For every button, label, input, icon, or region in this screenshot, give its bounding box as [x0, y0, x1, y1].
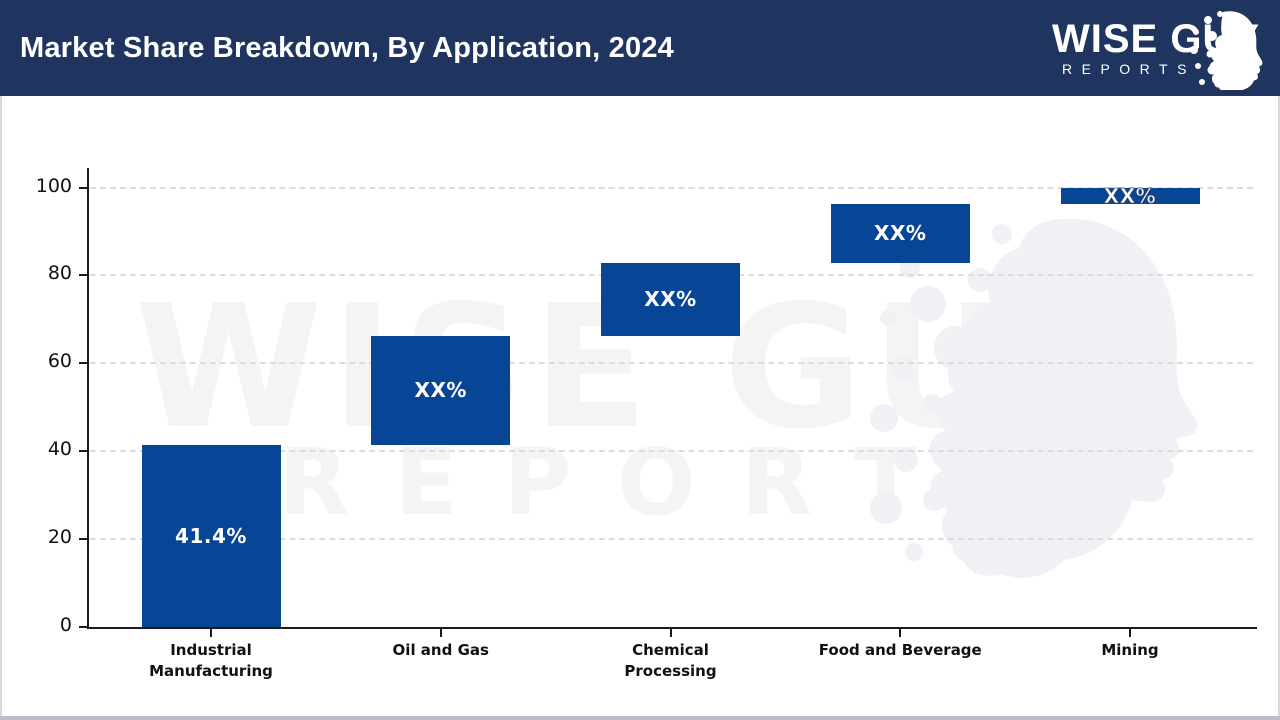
- y-tick-label: 40: [47, 438, 72, 461]
- x-axis-label-line: Oil and Gas: [392, 641, 489, 659]
- x-axis-label-line: Chemical: [632, 641, 709, 659]
- header-bar: Market Share Breakdown, By Application, …: [0, 0, 1280, 96]
- y-tick-mark: [79, 274, 87, 277]
- bar-value-label: 41.4%: [175, 524, 247, 549]
- x-axis-label-line: Manufacturing: [149, 662, 273, 680]
- bar-oil-and-gas: XX%: [371, 335, 511, 446]
- logo-face-icon: [1190, 11, 1263, 90]
- bar-value-label: XX%: [414, 378, 467, 403]
- y-tick-label: 20: [47, 526, 72, 549]
- x-axis-label: Mining: [1015, 640, 1245, 661]
- bar-mining: XX%: [1060, 183, 1200, 208]
- page-border-bottom: [0, 716, 1280, 720]
- gridline: [90, 450, 1253, 453]
- y-tick-mark: [79, 538, 87, 541]
- x-axis-label-line: Food and Beverage: [818, 641, 982, 659]
- y-tick-mark: [79, 186, 87, 189]
- x-tick-mark: [439, 629, 442, 637]
- gridline: [90, 362, 1253, 365]
- page-border-right: [1278, 96, 1280, 720]
- bar-value-label: XX%: [644, 287, 697, 312]
- page-title: Market Share Breakdown, By Application, …: [20, 31, 674, 64]
- x-tick-mark: [1129, 629, 1131, 637]
- x-tick-mark: [210, 629, 212, 637]
- x-axis-label: Food and Beverage: [785, 640, 1015, 661]
- y-tick-label: 60: [47, 350, 72, 373]
- x-tick-mark: [669, 629, 672, 637]
- y-tick-label: 100: [35, 174, 72, 197]
- y-tick-mark: [79, 626, 87, 628]
- x-axis-label-line: Mining: [1101, 641, 1159, 659]
- gridline: [90, 186, 1253, 189]
- gridline: [90, 538, 1253, 541]
- bar-value-label: XX%: [874, 221, 927, 246]
- y-tick-mark: [79, 362, 87, 365]
- x-axis-label: Chemical Processing: [556, 640, 786, 682]
- watermark-face-icon: [870, 218, 1198, 579]
- x-axis-label-line: Industrial: [170, 641, 252, 659]
- x-axis-label-line: Processing: [624, 662, 717, 680]
- y-axis-line: [87, 168, 89, 629]
- y-tick-label: 0: [59, 614, 72, 636]
- x-axis-line: [87, 627, 1257, 629]
- x-tick-mark: [899, 629, 902, 637]
- bar-industrial-manufacturing: 41.4%: [141, 445, 281, 627]
- x-axis-label: Oil and Gas: [326, 640, 556, 661]
- bar-food-and-beverage: XX%: [830, 203, 970, 263]
- y-tick-mark: [79, 450, 87, 453]
- wise-guy-reports-logo: WISE GUY REPORTS: [1052, 11, 1263, 90]
- y-tick-label: 80: [47, 262, 72, 285]
- page-border-left: [0, 96, 2, 720]
- logo-reports-text: REPORTS: [1062, 61, 1196, 77]
- bar-value-label: XX%: [1103, 183, 1157, 208]
- x-axis-label: Industrial Manufacturing: [96, 640, 326, 682]
- bar-chemical-processing: XX%: [601, 262, 740, 336]
